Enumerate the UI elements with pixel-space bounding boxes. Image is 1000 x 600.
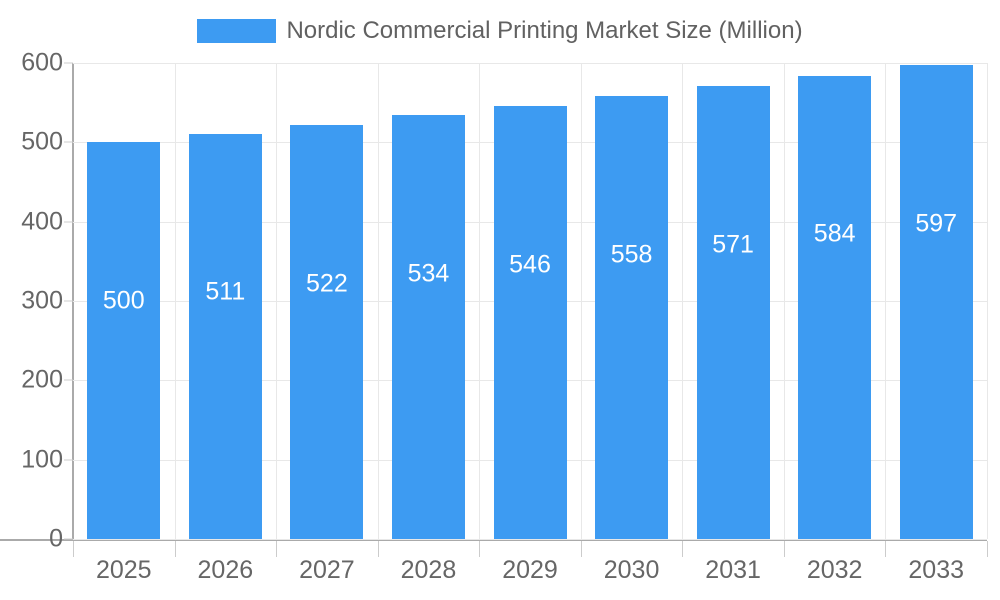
x-axis-line bbox=[0, 539, 987, 541]
chart-legend: Nordic Commercial Printing Market Size (… bbox=[0, 14, 1000, 48]
x-axis-tick-mark bbox=[987, 541, 988, 557]
x-axis-tick-label: 2029 bbox=[502, 556, 558, 584]
bar[interactable] bbox=[493, 105, 567, 539]
y-axis-tick-label: 600 bbox=[21, 48, 63, 77]
gridline-vertical bbox=[987, 63, 988, 539]
gridline-vertical bbox=[580, 63, 582, 539]
bar[interactable] bbox=[188, 133, 262, 539]
x-axis-tick-mark bbox=[174, 541, 176, 557]
x-axis-tick-label: 2033 bbox=[908, 556, 965, 584]
bar[interactable] bbox=[595, 96, 669, 539]
gridline-vertical bbox=[174, 63, 176, 539]
gridline-vertical bbox=[885, 63, 887, 539]
y-axis-tick-mark bbox=[64, 141, 73, 143]
x-axis-tick-mark bbox=[276, 541, 278, 557]
gridline-vertical bbox=[682, 63, 684, 539]
bar[interactable] bbox=[798, 75, 872, 539]
bar[interactable] bbox=[899, 65, 973, 539]
x-axis-tick-label: 2030 bbox=[603, 556, 660, 584]
y-axis-tick-label: 0 bbox=[49, 524, 63, 553]
x-axis-tick-mark bbox=[682, 541, 684, 557]
y-axis-tick-mark bbox=[64, 221, 73, 223]
y-axis-tick-mark bbox=[64, 459, 73, 461]
x-axis-tick-mark bbox=[580, 541, 582, 557]
bar[interactable] bbox=[290, 124, 364, 539]
y-axis-tick-label: 200 bbox=[21, 365, 63, 394]
bar[interactable] bbox=[391, 115, 465, 539]
x-axis-tick-mark bbox=[377, 541, 379, 557]
y-axis-tick-mark bbox=[64, 62, 73, 64]
y-axis-tick-label: 500 bbox=[21, 127, 63, 156]
gridline-vertical bbox=[276, 63, 278, 539]
y-axis-tick-label: 400 bbox=[21, 207, 63, 236]
y-axis-tick-mark bbox=[64, 300, 73, 302]
gridline-horizontal bbox=[73, 539, 987, 540]
y-axis-tick-label: 100 bbox=[21, 445, 63, 474]
legend-label-nordic-commercial-printing[interactable]: Nordic Commercial Printing Market Size (… bbox=[286, 17, 803, 44]
x-axis-tick-label: 2025 bbox=[95, 556, 152, 584]
gridline-vertical bbox=[377, 63, 379, 539]
y-axis-tick-mark bbox=[64, 538, 73, 540]
x-axis-tick-label: 2032 bbox=[806, 556, 863, 584]
x-axis-tick-label: 2027 bbox=[299, 556, 355, 584]
x-axis-tick-label: 2031 bbox=[705, 556, 761, 584]
gridline-horizontal bbox=[73, 63, 987, 64]
x-axis-tick-mark bbox=[783, 541, 785, 557]
y-axis-tick-mark bbox=[64, 379, 73, 381]
x-axis-tick-mark bbox=[73, 541, 74, 557]
x-axis-tick-label: 2028 bbox=[400, 556, 457, 584]
plot-area: 500 511 522 534 546 558 571 584 597 bbox=[73, 63, 988, 540]
gridline-vertical bbox=[479, 63, 481, 539]
bar[interactable] bbox=[696, 86, 770, 539]
x-axis-tick-label: 2026 bbox=[197, 556, 254, 584]
bar[interactable] bbox=[87, 142, 161, 539]
y-axis-tick-label: 300 bbox=[21, 286, 63, 315]
x-axis-tick-mark bbox=[885, 541, 887, 557]
gridline-vertical bbox=[783, 63, 785, 539]
legend-swatch-nordic-commercial-printing[interactable] bbox=[197, 19, 277, 43]
x-axis-tick-mark bbox=[479, 541, 481, 557]
